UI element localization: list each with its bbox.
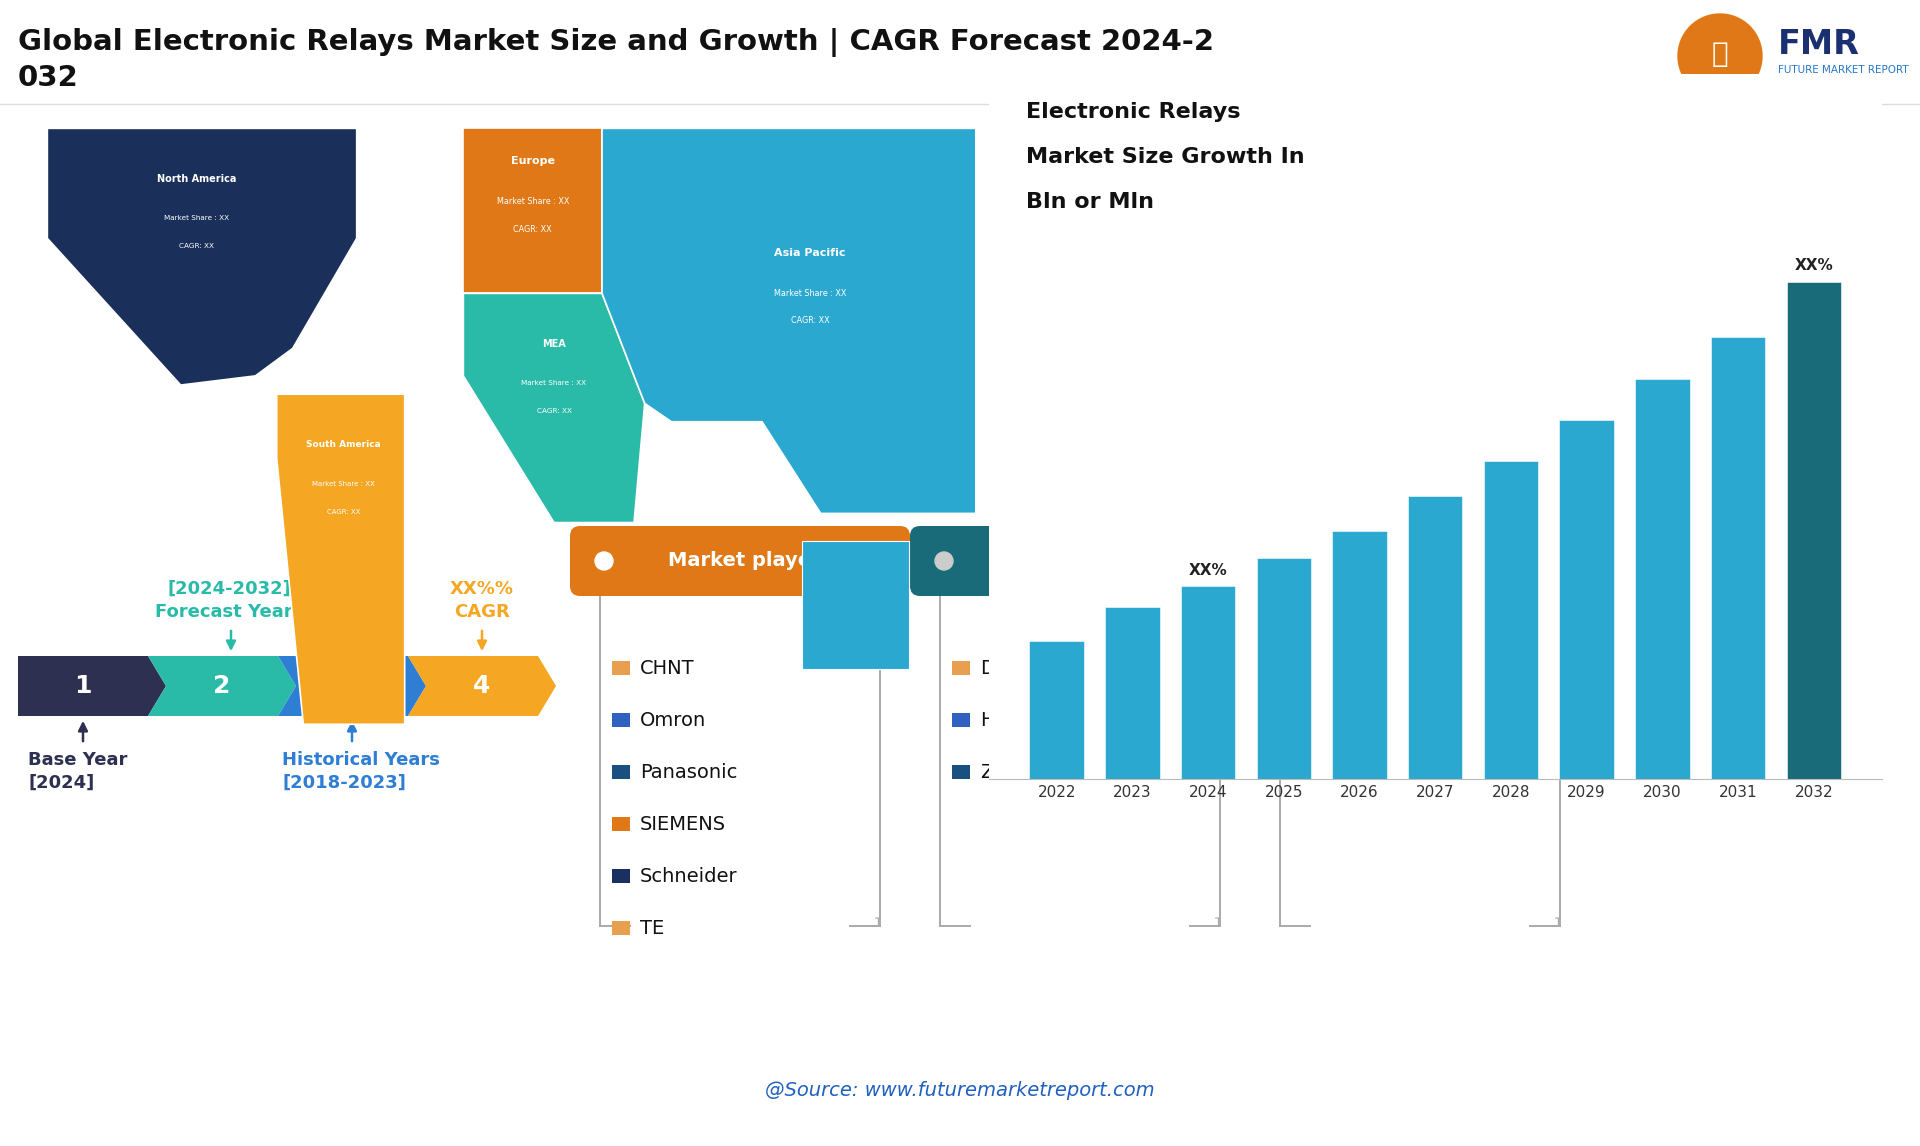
Circle shape xyxy=(1678,14,1763,99)
Text: [2018-2023]: [2018-2023] xyxy=(282,774,405,792)
Text: Z: Z xyxy=(979,762,993,782)
Text: Europe: Europe xyxy=(511,156,555,166)
FancyBboxPatch shape xyxy=(612,661,630,675)
FancyBboxPatch shape xyxy=(612,713,630,727)
Text: XX%: XX% xyxy=(1795,259,1834,274)
Text: Forecast Years: Forecast Years xyxy=(156,603,303,621)
FancyBboxPatch shape xyxy=(1292,713,1309,727)
FancyBboxPatch shape xyxy=(612,921,630,935)
Bar xyxy=(1256,558,1311,779)
Bar xyxy=(1106,606,1160,779)
Text: SIEMENS: SIEMENS xyxy=(639,815,726,833)
FancyBboxPatch shape xyxy=(1292,661,1309,675)
Text: 🏃: 🏃 xyxy=(1713,40,1728,68)
Text: North America: North America xyxy=(157,174,236,185)
Text: Market players: Market players xyxy=(668,551,831,571)
Circle shape xyxy=(935,552,952,570)
Text: FMR: FMR xyxy=(1778,28,1860,61)
Text: CAGR: XX: CAGR: XX xyxy=(536,408,572,414)
FancyBboxPatch shape xyxy=(612,766,630,779)
Circle shape xyxy=(1275,552,1292,570)
Text: Market Share : XX: Market Share : XX xyxy=(522,380,588,386)
FancyBboxPatch shape xyxy=(952,713,970,727)
Text: CAGR: CAGR xyxy=(455,603,511,621)
Text: Electricity: Electricity xyxy=(1321,659,1417,677)
Text: 032: 032 xyxy=(17,64,79,92)
Text: Electronic Relays: Electronic Relays xyxy=(1027,102,1240,123)
FancyBboxPatch shape xyxy=(612,869,630,884)
FancyBboxPatch shape xyxy=(612,817,630,831)
FancyBboxPatch shape xyxy=(1250,526,1590,596)
FancyBboxPatch shape xyxy=(570,526,910,596)
Text: ⌐: ⌐ xyxy=(868,917,881,928)
Text: 2: 2 xyxy=(213,674,230,698)
Polygon shape xyxy=(463,128,603,293)
Bar xyxy=(1029,641,1085,779)
Text: XX%: XX% xyxy=(1188,563,1227,578)
Text: TE: TE xyxy=(639,918,664,937)
Bar xyxy=(1559,419,1615,779)
Text: D: D xyxy=(979,659,995,677)
Text: 4: 4 xyxy=(474,674,492,698)
Text: By application: By application xyxy=(1352,551,1509,571)
Bar xyxy=(1484,462,1538,779)
Text: CAGR: XX: CAGR: XX xyxy=(791,316,829,325)
Bar xyxy=(1636,378,1690,779)
Text: Market Size Growth In: Market Size Growth In xyxy=(1027,147,1306,167)
Text: [2024]: [2024] xyxy=(29,774,94,792)
Text: Omron: Omron xyxy=(639,711,707,730)
Polygon shape xyxy=(276,394,405,724)
Bar xyxy=(1181,586,1235,779)
Text: CAGR: XX: CAGR: XX xyxy=(179,243,215,249)
Bar xyxy=(1786,282,1841,779)
Polygon shape xyxy=(48,128,357,385)
Circle shape xyxy=(595,552,612,570)
Text: Panasonic: Panasonic xyxy=(639,762,737,782)
FancyBboxPatch shape xyxy=(952,766,970,779)
Text: H: H xyxy=(979,711,995,730)
Polygon shape xyxy=(407,656,557,716)
Text: CHNT: CHNT xyxy=(639,659,695,677)
FancyBboxPatch shape xyxy=(952,661,970,675)
Text: 1: 1 xyxy=(75,674,92,698)
Polygon shape xyxy=(17,656,165,716)
Text: MEA: MEA xyxy=(541,339,566,350)
Bar xyxy=(1332,531,1386,779)
FancyBboxPatch shape xyxy=(1292,766,1309,779)
Text: @Source: www.futuremarketreport.com: @Source: www.futuremarketreport.com xyxy=(766,1082,1154,1100)
FancyBboxPatch shape xyxy=(910,526,1250,596)
Text: Market Share : XX: Market Share : XX xyxy=(774,289,847,298)
Text: CAGR: XX: CAGR: XX xyxy=(513,225,553,234)
Text: Base Year: Base Year xyxy=(29,751,127,769)
Bar xyxy=(1407,496,1463,779)
Text: Market Share : XX: Market Share : XX xyxy=(163,215,228,221)
Text: Market Share : XX: Market Share : XX xyxy=(311,481,374,487)
Text: Global Electronic Relays Market Size and Growth | CAGR Forecast 2024-2: Global Electronic Relays Market Size and… xyxy=(17,28,1213,57)
Text: Metallurgy: Metallurgy xyxy=(1321,711,1423,730)
Text: XX%%: XX%% xyxy=(449,580,515,598)
Bar xyxy=(1711,337,1764,779)
Text: Asia Pacific: Asia Pacific xyxy=(774,248,847,258)
Polygon shape xyxy=(803,541,908,669)
Polygon shape xyxy=(148,656,296,716)
Polygon shape xyxy=(463,293,645,523)
Text: By type: By type xyxy=(1048,551,1131,571)
Text: Schneider: Schneider xyxy=(639,866,737,886)
Text: Market Share : XX: Market Share : XX xyxy=(497,197,568,206)
Text: Bln or Mln: Bln or Mln xyxy=(1027,191,1154,212)
Text: South America: South America xyxy=(305,440,380,449)
Text: FUTURE MARKET REPORT: FUTURE MARKET REPORT xyxy=(1778,65,1908,74)
Text: Historical Years: Historical Years xyxy=(282,751,440,769)
Text: ⌐: ⌐ xyxy=(1208,917,1221,928)
Text: ⌐: ⌐ xyxy=(1548,917,1563,928)
Text: CAGR: XX: CAGR: XX xyxy=(326,509,361,515)
Text: [2024-2032]: [2024-2032] xyxy=(167,580,290,598)
Polygon shape xyxy=(278,656,426,716)
Polygon shape xyxy=(603,128,981,513)
Text: 3: 3 xyxy=(344,674,361,698)
Text: Other: Other xyxy=(1321,762,1375,782)
